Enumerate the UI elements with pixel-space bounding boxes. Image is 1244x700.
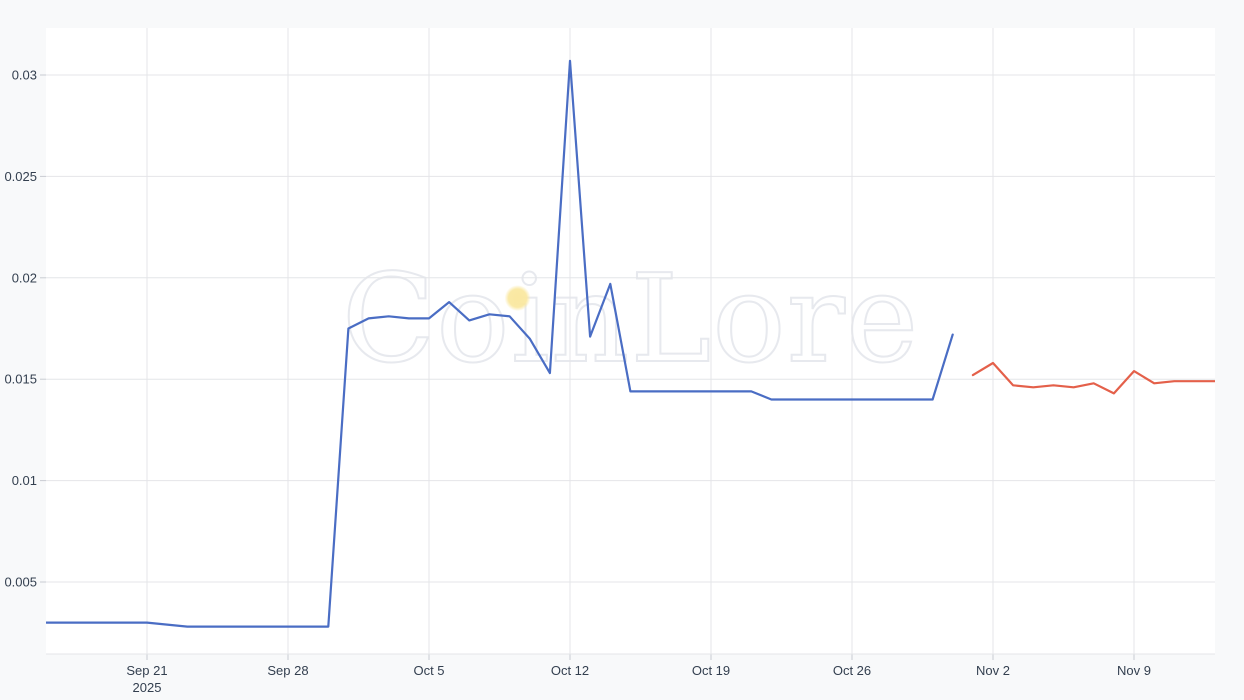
y-tick-label: 0.005	[4, 575, 37, 590]
y-tick-label: 0.015	[4, 372, 37, 387]
x-tick-label: Oct 26	[833, 663, 871, 678]
highlight-marker[interactable]	[504, 285, 531, 312]
price-history-series-line[interactable]	[46, 59, 954, 628]
x-tick-label: Nov 9	[1117, 663, 1151, 678]
gridlines	[40, 28, 1215, 660]
x-tick-label: Sep 21	[126, 663, 167, 678]
x-tick-label: Oct 12	[551, 663, 589, 678]
x-tick-label: Oct 5	[413, 663, 444, 678]
plot-area[interactable]	[46, 28, 1215, 654]
y-tick-label: 0.03	[12, 68, 37, 83]
x-tick-sublabel: 2025	[133, 680, 162, 695]
y-tick-label: 0.025	[4, 169, 37, 184]
x-tick-label: Oct 19	[692, 663, 730, 678]
x-tick-label: Nov 2	[976, 663, 1010, 678]
y-tick-label: 0.02	[12, 270, 37, 285]
forecast-series-line[interactable]	[971, 361, 1215, 395]
y-tick-label: 0.01	[12, 473, 37, 488]
x-tick-label: Sep 28	[267, 663, 308, 678]
axis-labels: 0.005 0.01 0.015 0.02 0.025 0.03 Sep 21 2025 Sep…	[4, 68, 1151, 696]
